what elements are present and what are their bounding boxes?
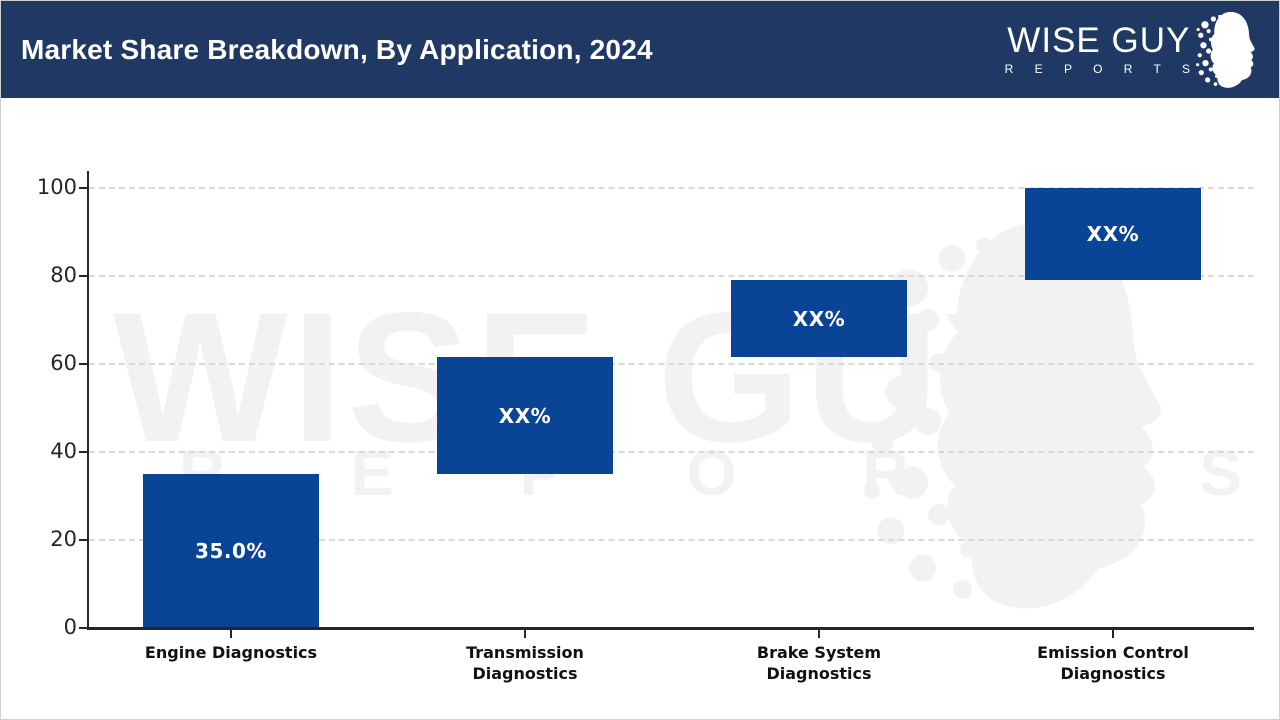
x-tick-mark [1112,630,1114,638]
chart-title: Market Share Breakdown, By Application, … [21,33,653,65]
y-tick-mark [79,275,87,277]
y-tick-label: 100 [36,175,77,199]
bar-segment: 35.0% [143,474,319,628]
bar-value-label: XX% [498,403,552,428]
y-tick-label: 40 [50,439,77,463]
gridline [89,363,1254,365]
y-tick-label: 60 [50,351,77,375]
gridline [89,187,1254,189]
bar-value-label: XX% [792,306,846,331]
x-category-label: Engine Diagnostics [116,642,346,663]
y-axis-line [87,171,89,630]
y-tick-label: 80 [50,263,77,287]
gridline [89,539,1254,541]
header-bar: Market Share Breakdown, By Application, … [1,1,1279,98]
x-tick-mark [524,630,526,638]
x-category-label-line: Emission Control [1037,643,1189,662]
bar-segment: XX% [437,357,613,474]
logo-wordmark-block: WISE GUY R E P O R T S [999,23,1199,76]
gridline [89,275,1254,277]
y-tick-mark [79,451,87,453]
wiseguy-logo: WISE GUY R E P O R T S [999,8,1267,92]
y-tick-mark [79,363,87,365]
bar-value-label: 35.0% [195,539,267,563]
x-tick-mark [818,630,820,638]
gridline [89,451,1254,453]
y-tick-mark [79,539,87,541]
y-tick-label: 20 [50,527,77,551]
x-category-label-line: Diagnostics [1060,664,1166,683]
x-category-label: Transmission Diagnostics [410,642,640,684]
bar-segment: XX% [1025,188,1201,281]
logo-wordmark: WISE GUY [1007,21,1191,60]
x-category-label-line: Engine Diagnostics [144,643,318,662]
bar-segment: XX% [731,280,907,358]
y-tick-mark [79,187,87,189]
x-category-label-line: Diagnostics [766,664,872,683]
x-tick-mark [230,630,232,638]
x-category-label: Emission Control Diagnostics [998,642,1228,684]
y-tick-mark [79,627,87,629]
x-category-label-line: Transmission [466,643,584,662]
logo-head-icon [1196,11,1255,88]
bar-value-label: XX% [1086,222,1140,247]
x-axis-line [87,627,1254,630]
y-tick-label: 0 [63,615,77,639]
logo-subtext: R E P O R T S [1004,62,1199,76]
x-category-label-line: Diagnostics [472,664,578,683]
x-category-label: Brake System Diagnostics [704,642,934,684]
x-category-label-line: Brake System [756,643,882,662]
